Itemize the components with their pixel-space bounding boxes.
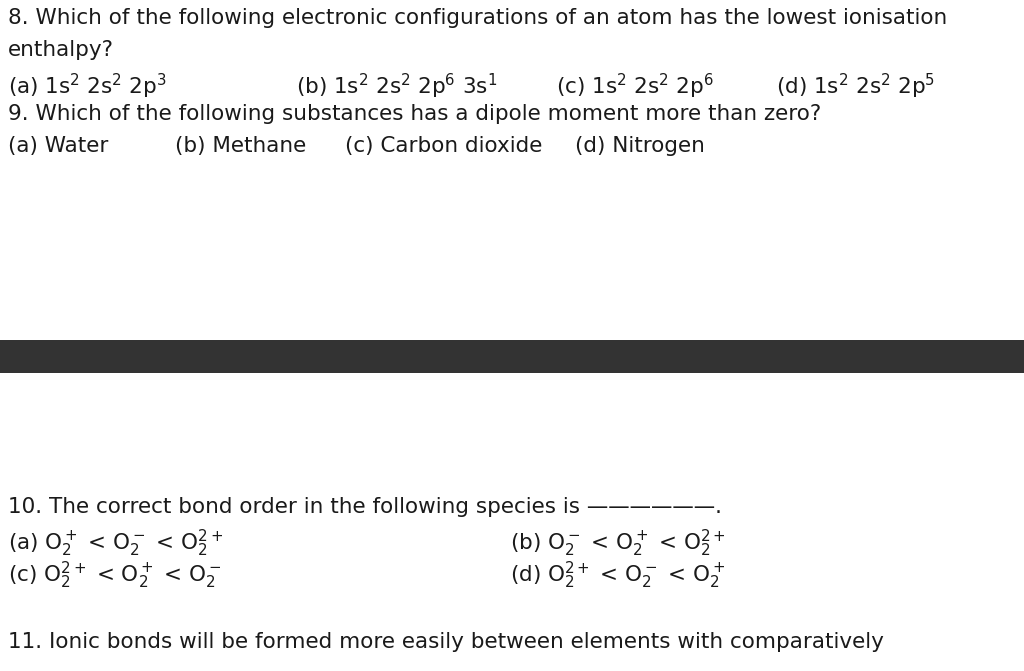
Text: 11. Ionic bonds will be formed more easily between elements with comparatively: 11. Ionic bonds will be formed more easi… — [8, 632, 884, 652]
Text: (d) Nitrogen: (d) Nitrogen — [575, 136, 705, 156]
Text: 10. The correct bond order in the following species is ——————.: 10. The correct bond order in the follow… — [8, 497, 722, 517]
Text: (a) O$_2^+$ < O$_2^-$ < O$_2^{2+}$: (a) O$_2^+$ < O$_2^-$ < O$_2^{2+}$ — [8, 528, 223, 559]
Text: enthalpy?: enthalpy? — [8, 40, 114, 60]
Text: (c) O$_2^{2+}$ < O$_2^+$ < O$_2^-$: (c) O$_2^{2+}$ < O$_2^+$ < O$_2^-$ — [8, 560, 222, 591]
Text: 9. Which of the following substances has a dipole moment more than zero?: 9. Which of the following substances has… — [8, 104, 821, 124]
Text: (a) Water: (a) Water — [8, 136, 109, 156]
Text: 8. Which of the following electronic configurations of an atom has the lowest io: 8. Which of the following electronic con… — [8, 8, 947, 28]
Text: (b) Methane: (b) Methane — [175, 136, 306, 156]
Bar — [0, 340, 1024, 373]
Text: (d) O$_2^{2+}$ < O$_2^-$ < O$_2^+$: (d) O$_2^{2+}$ < O$_2^-$ < O$_2^+$ — [510, 560, 726, 591]
Text: (b) O$_2^-$ < O$_2^+$ < O$_2^{2+}$: (b) O$_2^-$ < O$_2^+$ < O$_2^{2+}$ — [510, 528, 726, 559]
Text: (b) 1s$^2$ 2s$^2$ 2p$^6$ 3s$^1$: (b) 1s$^2$ 2s$^2$ 2p$^6$ 3s$^1$ — [296, 72, 498, 101]
Text: (c) 1s$^2$ 2s$^2$ 2p$^6$: (c) 1s$^2$ 2s$^2$ 2p$^6$ — [556, 72, 714, 101]
Text: (a) 1s$^2$ 2s$^2$ 2p$^3$: (a) 1s$^2$ 2s$^2$ 2p$^3$ — [8, 72, 167, 101]
Text: (d) 1s$^2$ 2s$^2$ 2p$^5$: (d) 1s$^2$ 2s$^2$ 2p$^5$ — [776, 72, 935, 101]
Text: (c) Carbon dioxide: (c) Carbon dioxide — [345, 136, 543, 156]
